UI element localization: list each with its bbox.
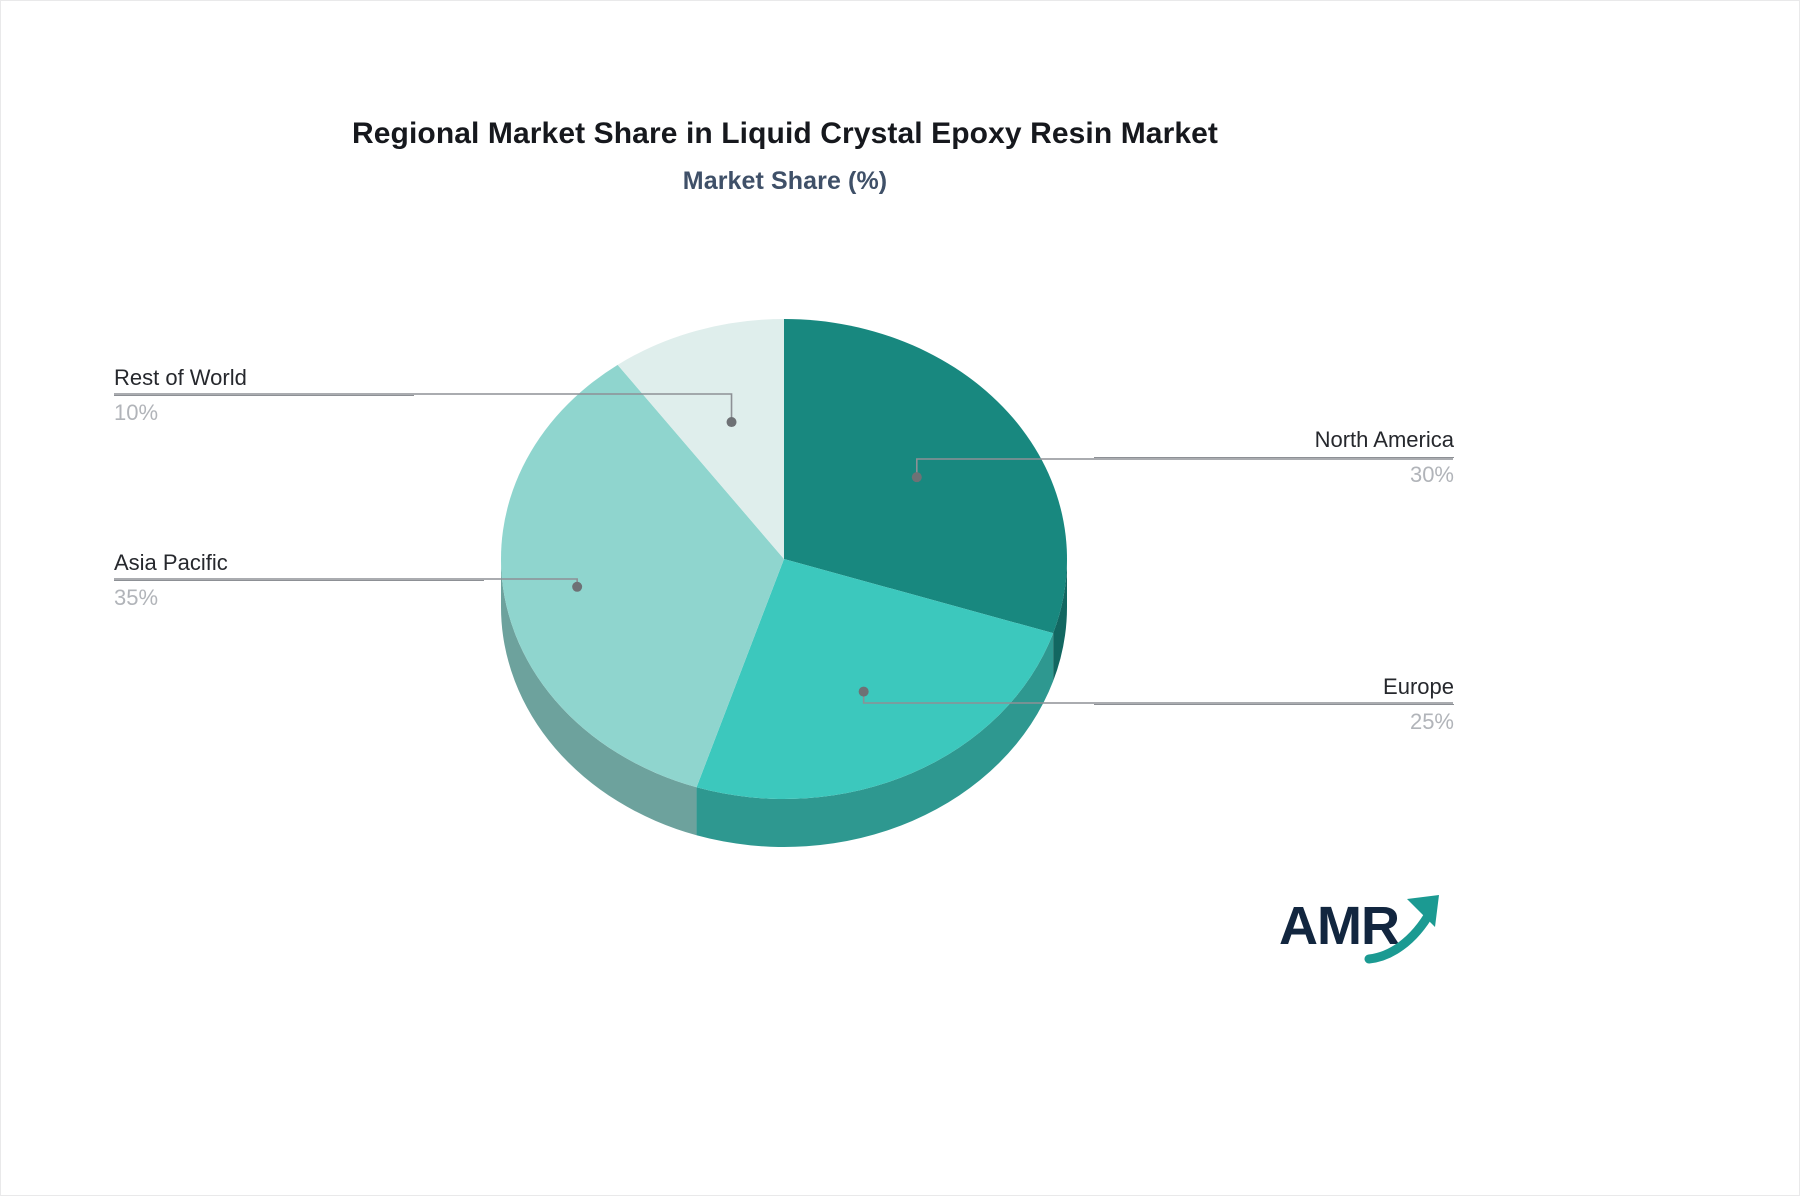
slice-label-asia-pacific: Asia Pacific 35% <box>114 549 484 612</box>
slice-label-value: 25% <box>1409 709 1454 734</box>
amr-logo-text: AMR <box>1279 896 1400 956</box>
slice-label-value: 35% <box>114 585 159 610</box>
slice-label-name: Europe <box>1383 674 1454 699</box>
leader-line-asia-pacific <box>114 578 583 592</box>
slice-label-name: Asia Pacific <box>114 550 228 575</box>
pie-slice-side <box>696 633 1054 847</box>
slice-label-value: 30% <box>1409 462 1454 487</box>
chart-subtitle: Market Share (%) <box>682 167 888 195</box>
label-underline <box>114 580 484 581</box>
slice-label-name: Rest of World <box>114 365 247 390</box>
pie-slice-north-america <box>784 319 1067 634</box>
amr-arrow-icon <box>1364 895 1439 964</box>
leader-line-rest-of-world <box>114 393 737 428</box>
pie-slice-side <box>1053 559 1067 682</box>
label-underline <box>1094 704 1454 705</box>
slice-label-europe: Europe 25% <box>1094 673 1454 736</box>
slice-label-name: North America <box>1314 427 1454 452</box>
pie-slice-rest-of-world <box>617 319 784 559</box>
pie-slice-asia-pacific <box>501 364 784 788</box>
chart-title: Regional Market Share in Liquid Crystal … <box>351 117 1219 150</box>
slice-label-value: 10% <box>114 400 159 425</box>
amr-logo: AMR <box>1279 891 1449 964</box>
leader-line-europe <box>858 686 1453 704</box>
label-underline <box>1094 457 1454 458</box>
pie-slice-europe <box>696 559 1054 799</box>
label-underline <box>114 395 414 396</box>
pie-slice-side <box>501 559 697 836</box>
leader-line-north-america <box>911 458 1453 483</box>
slice-label-rest-of-world: Rest of World 10% <box>114 364 414 427</box>
slice-label-north-america: North America 30% <box>1094 426 1454 489</box>
